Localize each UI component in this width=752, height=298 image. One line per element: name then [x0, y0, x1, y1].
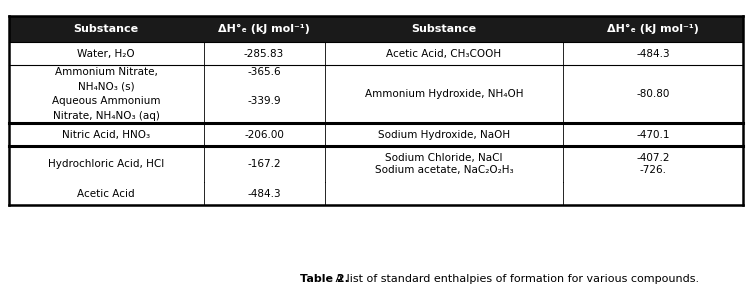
Bar [9, 123, 743, 146]
Bar [9, 65, 743, 123]
Text: Sodium Chloride, NaCl: Sodium Chloride, NaCl [385, 153, 502, 163]
Text: Nitric Acid, HNO₃: Nitric Acid, HNO₃ [62, 130, 150, 140]
Text: Hydrochloric Acid, HCl: Hydrochloric Acid, HCl [48, 159, 165, 169]
Text: Sodium acetate, NaC₂O₂H₃: Sodium acetate, NaC₂O₂H₃ [374, 164, 513, 175]
Text: Table 2.: Table 2. [301, 274, 349, 284]
Text: Water, H₂O: Water, H₂O [77, 49, 135, 59]
Text: -407.2: -407.2 [636, 153, 670, 163]
Text: ΔH°ₑ (kJ mol⁻¹): ΔH°ₑ (kJ mol⁻¹) [218, 24, 310, 34]
Bar [9, 182, 743, 205]
Text: ΔH°ₑ (kJ mol⁻¹): ΔH°ₑ (kJ mol⁻¹) [607, 24, 699, 34]
Bar [9, 146, 743, 182]
Text: -167.2: -167.2 [247, 159, 281, 169]
Text: NH₄NO₃ (s): NH₄NO₃ (s) [78, 82, 135, 92]
Text: -339.9: -339.9 [247, 97, 281, 106]
Text: -484.3: -484.3 [247, 189, 281, 198]
Bar [9, 16, 743, 42]
Text: Table 2.: Table 2. [0, 297, 1, 298]
Text: -80.80: -80.80 [636, 89, 670, 99]
Text: Table 2. A list of standard enthalpies of formation for various compounds.: Table 2. A list of standard enthalpies o… [0, 297, 1, 298]
Text: Ammonium Hydroxide, NH₄OH: Ammonium Hydroxide, NH₄OH [365, 89, 523, 99]
Text: -285.83: -285.83 [244, 49, 284, 59]
Text: Nitrate, NH₄NO₃ (aq): Nitrate, NH₄NO₃ (aq) [53, 111, 159, 121]
Text: -470.1: -470.1 [636, 130, 670, 140]
Text: Sodium Hydroxide, NaOH: Sodium Hydroxide, NaOH [378, 130, 510, 140]
Text: Substance: Substance [411, 24, 477, 34]
Text: -484.3: -484.3 [636, 49, 670, 59]
Text: Substance: Substance [74, 24, 139, 34]
Text: -365.6: -365.6 [247, 67, 281, 77]
Text: -206.00: -206.00 [244, 130, 284, 140]
Text: Acetic Acid, CH₃COOH: Acetic Acid, CH₃COOH [387, 49, 502, 59]
Bar [9, 42, 743, 65]
Text: Ammonium Nitrate,: Ammonium Nitrate, [55, 67, 158, 77]
Text: Aqueous Ammonium: Aqueous Ammonium [52, 97, 160, 106]
Text: A list of standard enthalpies of formation for various compounds.: A list of standard enthalpies of formati… [332, 274, 699, 284]
Text: -726.: -726. [639, 164, 666, 175]
Text: Acetic Acid: Acetic Acid [77, 189, 135, 198]
